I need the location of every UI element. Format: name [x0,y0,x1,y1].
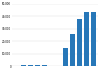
Bar [84,12,89,66]
Bar [21,65,26,66]
Bar [63,48,68,66]
Bar [70,34,75,66]
Bar [42,65,47,66]
Bar [35,65,40,66]
Bar [77,19,82,66]
Bar [91,12,96,66]
Bar [28,65,33,66]
